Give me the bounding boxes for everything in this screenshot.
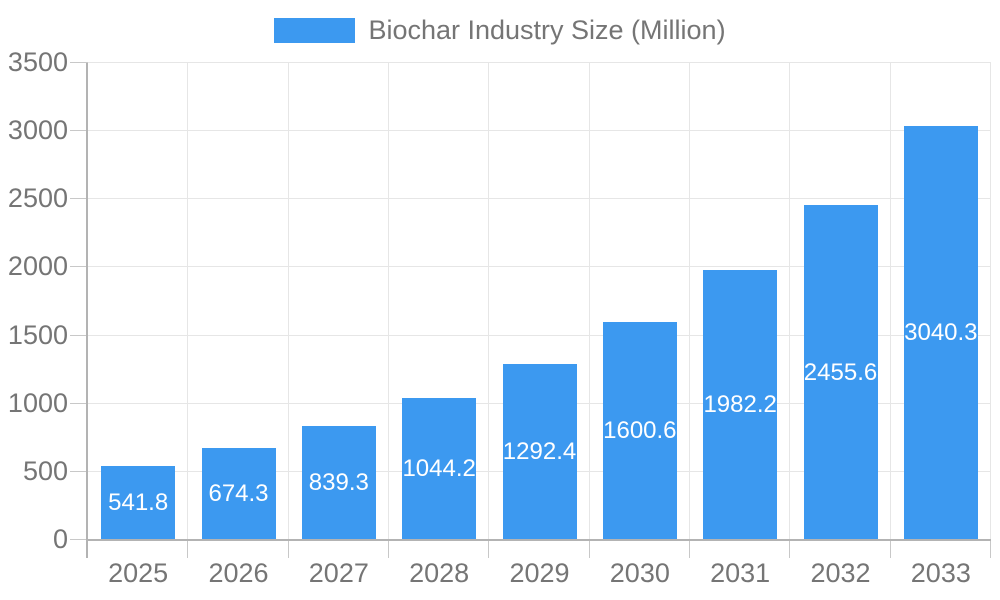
gridline-vertical	[488, 63, 490, 540]
gridline-horizontal	[88, 130, 991, 132]
bar-value-label-2026: 674.3	[208, 480, 269, 508]
bar-value-label-2033: 3040.3	[904, 318, 978, 346]
bar-2029[interactable]	[502, 363, 577, 540]
gridline-vertical	[789, 63, 791, 540]
legend-label: Biochar Industry Size (Million)	[368, 15, 726, 45]
y-axis-tick	[70, 470, 88, 472]
gridline-vertical	[889, 63, 891, 540]
x-axis-tick	[488, 540, 490, 558]
gridline-vertical	[689, 63, 690, 540]
gridline-vertical	[588, 63, 590, 540]
bar-2032[interactable]	[803, 205, 878, 540]
y-axis-label-2500: 2500	[7, 183, 68, 214]
gridline-horizontal	[88, 266, 991, 268]
gridline-horizontal	[88, 334, 991, 336]
bar-2027[interactable]	[301, 425, 376, 540]
y-axis-line	[86, 63, 88, 558]
y-axis-tick	[70, 539, 88, 540]
x-axis-label-2028: 2028	[409, 558, 470, 588]
y-axis-tick	[70, 62, 88, 63]
bar-value-label-2032: 2455.6	[803, 358, 878, 386]
x-axis-tick	[990, 540, 991, 558]
gridline-vertical	[990, 63, 991, 540]
x-axis-tick	[187, 540, 189, 558]
x-axis-tick	[689, 540, 690, 558]
bar-value-label-2029: 1292.4	[502, 437, 577, 465]
x-axis-label-2026: 2026	[208, 558, 269, 588]
x-axis-label-2032: 2032	[810, 558, 871, 588]
x-axis-label-2031: 2031	[710, 558, 771, 588]
x-axis-tick	[789, 540, 791, 558]
y-axis-label-0: 0	[52, 524, 68, 554]
bar-2028[interactable]	[402, 397, 477, 540]
x-axis-tick	[889, 540, 891, 558]
plot-area: 541.8 674.3 839.3 1044.2 1292.4 1600.6 1982.2 2…	[88, 62, 991, 540]
gridline-vertical	[388, 63, 389, 540]
legend[interactable]: Biochar Industry Size (Million)	[0, 17, 1000, 44]
bar-2025[interactable]	[101, 466, 176, 540]
x-axis-tick	[588, 540, 590, 558]
gridline-horizontal	[88, 198, 991, 200]
x-axis-label-2030: 2030	[609, 558, 670, 588]
gridline-vertical	[287, 63, 289, 540]
x-axis-label-2025: 2025	[108, 558, 169, 588]
gridline-horizontal	[88, 62, 991, 63]
y-axis-tick	[70, 402, 88, 404]
bar-2026[interactable]	[201, 448, 276, 540]
y-axis-label-3500: 3500	[7, 47, 68, 77]
bar-2030[interactable]	[602, 321, 677, 540]
y-axis-label-1000: 1000	[7, 387, 68, 418]
bar-value-label-2030: 1600.6	[603, 416, 677, 444]
y-axis-tick	[70, 266, 88, 268]
x-axis-tick	[287, 540, 289, 558]
bar-value-label-2025: 541.8	[108, 489, 169, 517]
bar-2031[interactable]	[703, 269, 778, 540]
bar-value-label-2031: 1982.2	[703, 390, 777, 418]
bar-value-label-2027: 839.3	[308, 468, 369, 496]
x-axis-tick	[388, 540, 389, 558]
y-axis-label-2000: 2000	[7, 251, 68, 282]
x-axis-label-2027: 2027	[308, 558, 369, 588]
bar-value-label-2028: 1044.2	[402, 454, 476, 482]
y-axis-tick	[70, 334, 88, 336]
x-axis-label-2029: 2029	[509, 558, 570, 588]
y-axis-tick	[70, 198, 88, 200]
y-axis-tick	[70, 130, 88, 132]
legend-swatch[interactable]	[274, 18, 356, 43]
x-axis-line	[88, 539, 991, 541]
y-axis-label-500: 500	[22, 455, 68, 486]
x-axis-label-2033: 2033	[910, 558, 971, 588]
bar-2033[interactable]	[903, 125, 978, 540]
y-axis-label-3000: 3000	[7, 115, 68, 146]
y-axis-label-1500: 1500	[7, 319, 68, 350]
gridline-vertical	[187, 63, 189, 540]
